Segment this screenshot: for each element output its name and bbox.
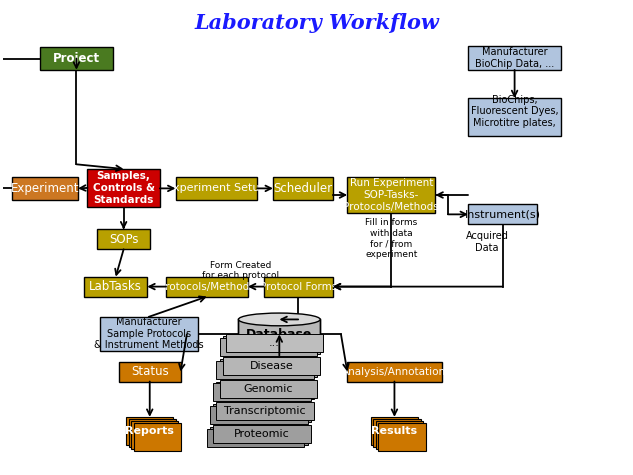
Text: Instrument(s): Instrument(s) — [465, 209, 541, 219]
Text: Experiment Setup: Experiment Setup — [166, 183, 266, 193]
FancyBboxPatch shape — [128, 419, 176, 447]
Text: Scheduler: Scheduler — [273, 182, 332, 195]
Text: LabTasks: LabTasks — [89, 280, 142, 293]
FancyBboxPatch shape — [223, 336, 320, 354]
FancyBboxPatch shape — [216, 361, 314, 379]
FancyBboxPatch shape — [41, 47, 113, 70]
FancyBboxPatch shape — [273, 177, 333, 200]
Text: Laboratory Workflow: Laboratory Workflow — [194, 13, 439, 33]
Text: Genomic: Genomic — [244, 384, 293, 394]
Text: Acquired
Data: Acquired Data — [465, 231, 508, 253]
FancyBboxPatch shape — [131, 421, 179, 449]
FancyBboxPatch shape — [134, 423, 181, 451]
FancyBboxPatch shape — [216, 402, 314, 420]
FancyBboxPatch shape — [119, 361, 180, 381]
FancyBboxPatch shape — [126, 417, 173, 445]
FancyBboxPatch shape — [213, 404, 311, 422]
FancyBboxPatch shape — [468, 46, 561, 70]
Text: Results: Results — [372, 426, 418, 436]
Text: Manufacturer
Sample Protocols
& Instrument Methods: Manufacturer Sample Protocols & Instrume… — [94, 317, 204, 351]
FancyBboxPatch shape — [84, 277, 147, 296]
FancyBboxPatch shape — [166, 277, 248, 296]
FancyBboxPatch shape — [100, 317, 197, 351]
FancyBboxPatch shape — [226, 334, 323, 352]
Text: Protocol Forms: Protocol Forms — [260, 282, 337, 292]
FancyBboxPatch shape — [379, 423, 425, 451]
FancyBboxPatch shape — [223, 357, 320, 375]
Text: Proteomic: Proteomic — [234, 429, 290, 439]
FancyBboxPatch shape — [263, 277, 333, 296]
FancyBboxPatch shape — [239, 319, 320, 349]
FancyBboxPatch shape — [12, 177, 78, 200]
FancyBboxPatch shape — [371, 417, 418, 445]
FancyBboxPatch shape — [220, 359, 317, 377]
Text: Project: Project — [53, 52, 100, 65]
FancyBboxPatch shape — [213, 383, 311, 401]
Text: SOPs: SOPs — [109, 233, 139, 246]
Ellipse shape — [239, 343, 320, 356]
Text: Protocols/Methods: Protocols/Methods — [159, 282, 255, 292]
FancyBboxPatch shape — [213, 425, 311, 443]
FancyBboxPatch shape — [210, 406, 308, 424]
Text: Run Experiment
SOP-Tasks-
Protocols/Methods: Run Experiment SOP-Tasks- Protocols/Meth… — [344, 179, 439, 211]
FancyBboxPatch shape — [210, 427, 308, 445]
Text: Disease: Disease — [249, 361, 293, 371]
Text: Fill in forms
with data
for / from
experiment: Fill in forms with data for / from exper… — [365, 218, 418, 258]
FancyBboxPatch shape — [207, 429, 304, 446]
Text: Transcriptomic: Transcriptomic — [224, 406, 306, 416]
Text: Reports: Reports — [125, 426, 174, 436]
FancyBboxPatch shape — [220, 338, 317, 356]
Text: Manufacturer
BioChip Data, ...: Manufacturer BioChip Data, ... — [475, 47, 555, 69]
FancyBboxPatch shape — [376, 421, 423, 449]
Ellipse shape — [239, 313, 320, 326]
FancyBboxPatch shape — [468, 98, 561, 136]
Text: BioChips,
Fluorescent Dyes,
Microtitre plates,
...: BioChips, Fluorescent Dyes, Microtitre p… — [471, 95, 558, 140]
FancyBboxPatch shape — [220, 380, 317, 398]
Text: Database: Database — [246, 328, 313, 341]
Text: Experiment: Experiment — [11, 182, 79, 195]
Text: ...: ... — [269, 338, 280, 348]
Text: Samples,
Controls &
Standards: Samples, Controls & Standards — [92, 171, 154, 205]
Text: Analysis/Annotation: Analysis/Annotation — [342, 367, 446, 377]
FancyBboxPatch shape — [87, 169, 160, 207]
FancyBboxPatch shape — [216, 381, 314, 399]
FancyBboxPatch shape — [97, 229, 151, 249]
FancyBboxPatch shape — [373, 419, 420, 447]
Text: Status: Status — [131, 365, 168, 378]
FancyBboxPatch shape — [348, 361, 442, 381]
FancyBboxPatch shape — [175, 177, 257, 200]
FancyBboxPatch shape — [348, 177, 436, 213]
Text: Form Created
for each protocol: Form Created for each protocol — [202, 261, 279, 280]
FancyBboxPatch shape — [468, 204, 537, 224]
